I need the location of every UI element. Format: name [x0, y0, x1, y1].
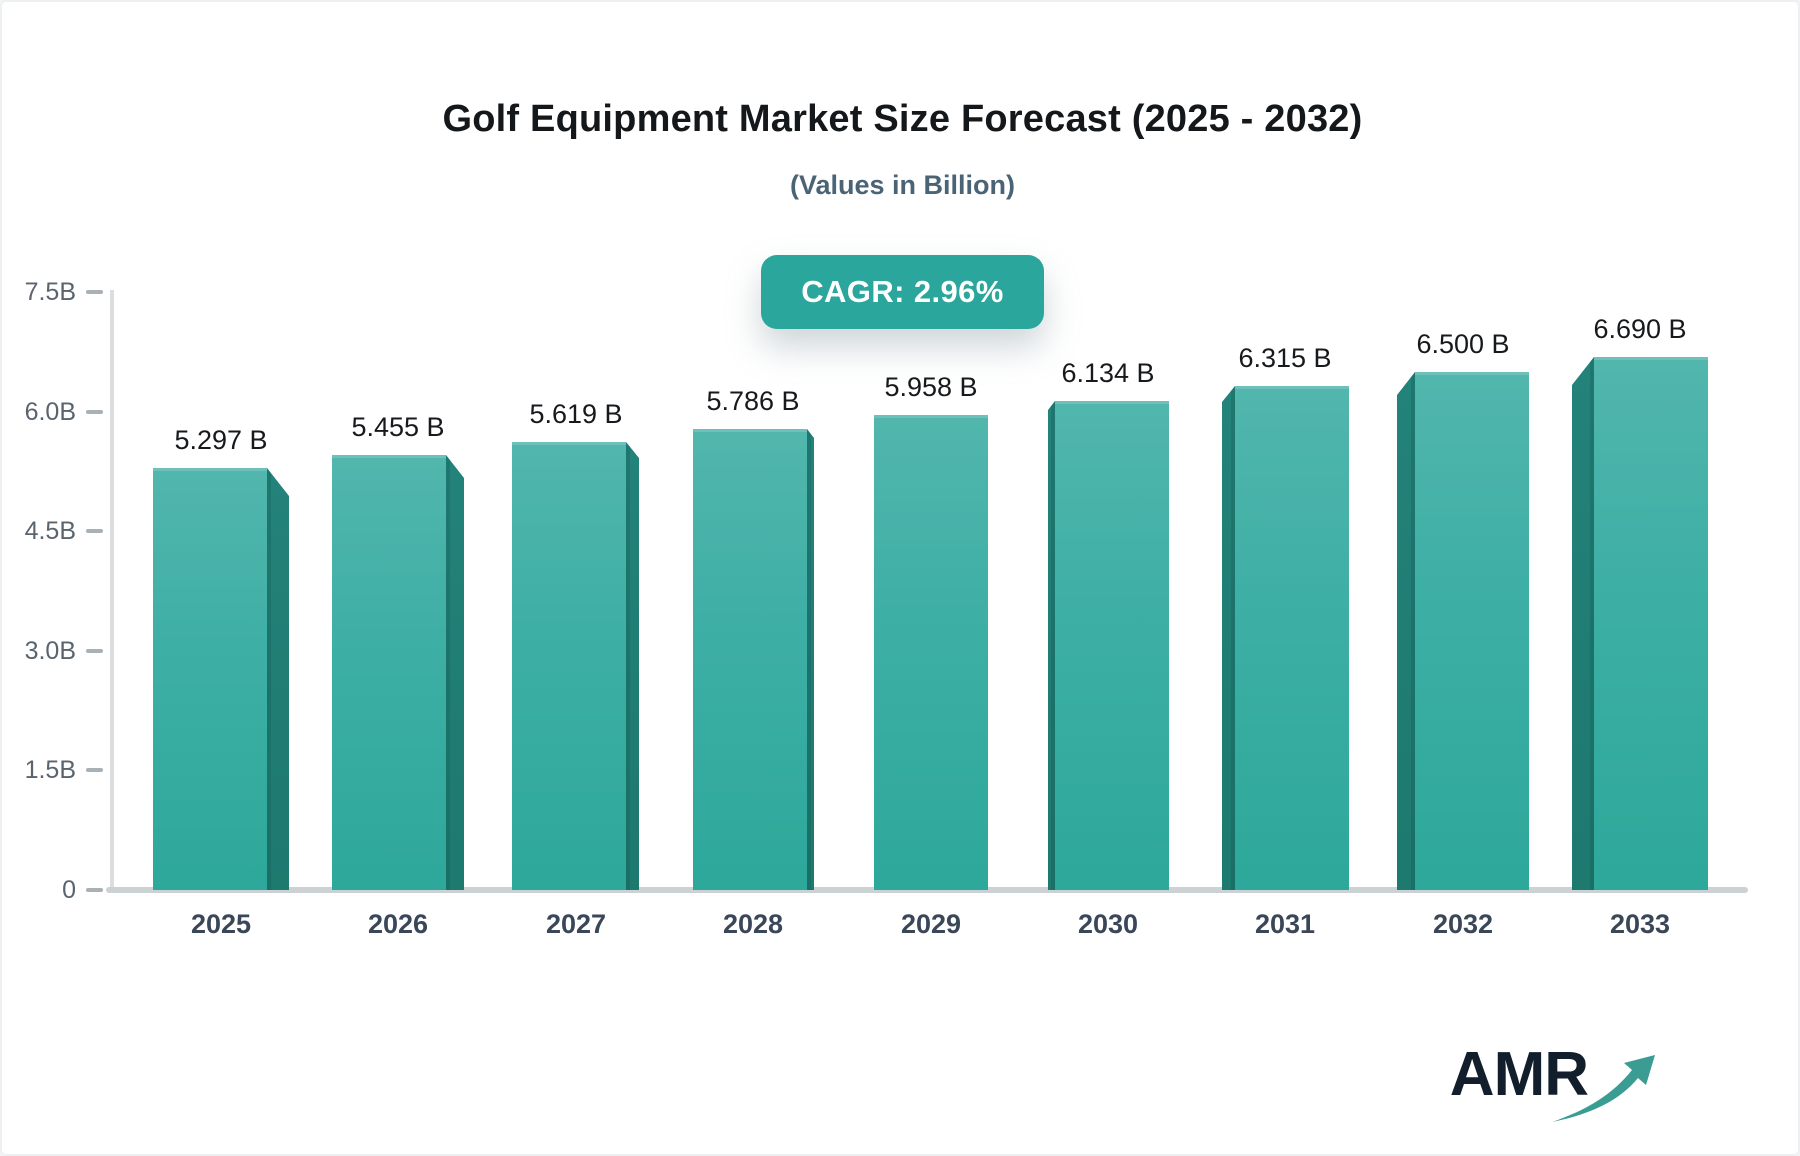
bar-face	[1594, 357, 1708, 890]
bar-side	[1572, 357, 1594, 890]
y-tick-dash	[86, 768, 103, 772]
page-subtitle: (Values in Billion)	[789, 170, 1016, 200]
y-tick-dash	[86, 529, 103, 533]
page-title: Golf Equipment Market Size Forecast (202…	[442, 98, 1363, 140]
x-axis-label: 2027	[545, 909, 607, 939]
x-axis-label: 2032	[1432, 909, 1494, 939]
bar-value-label: 5.786 B	[706, 386, 800, 416]
y-axis-line	[110, 290, 114, 891]
y-tick-dash	[86, 649, 103, 653]
bar-side	[807, 429, 814, 890]
x-axis-label: 2030	[1077, 909, 1139, 939]
y-tick-label: 0	[62, 876, 76, 904]
y-tick-dash	[86, 290, 103, 294]
y-tick-dash	[86, 888, 103, 892]
bar-value-label: 6.315 B	[1238, 343, 1332, 373]
bar-value-label: 5.958 B	[884, 372, 978, 402]
bar-side	[1397, 372, 1415, 890]
bar-face	[1415, 372, 1529, 890]
amr-logo: AMR	[1449, 1034, 1706, 1122]
y-tick-label: 7.5B	[24, 278, 76, 306]
bar-value-label: 6.500 B	[1416, 329, 1510, 359]
bar-face	[153, 468, 267, 890]
x-axis-label: 2031	[1254, 909, 1316, 939]
bar-value-label: 6.690 B	[1593, 314, 1687, 344]
bar-value-label: 5.619 B	[529, 399, 623, 429]
y-tick-dash	[86, 410, 103, 414]
bar-value-label: 5.297 B	[174, 425, 268, 455]
amr-logo-text: AMR	[1449, 1039, 1589, 1109]
bar-face	[332, 455, 446, 890]
bar-face	[1055, 401, 1169, 890]
x-axis-label: 2026	[367, 909, 429, 939]
y-tick-label: 3.0B	[24, 637, 76, 665]
x-axis-label: 2033	[1609, 909, 1671, 939]
x-axis-line	[106, 887, 1748, 893]
y-tick-label: 6.0B	[24, 398, 76, 426]
trend-up-arrow-icon	[1552, 1055, 1655, 1122]
bar-side	[626, 442, 639, 890]
bar-face	[512, 442, 626, 890]
y-tick-label: 1.5B	[24, 756, 76, 784]
x-axis-label: 2025	[190, 909, 252, 939]
bar-side	[1048, 401, 1055, 890]
bar-face	[874, 415, 988, 890]
bar-side	[446, 455, 464, 890]
y-tick-label: 4.5B	[24, 517, 76, 545]
cagr-badge: CAGR: 2.96%	[761, 255, 1044, 329]
bar-side	[267, 468, 289, 890]
bar-value-label: 5.455 B	[351, 412, 445, 442]
bar-value-label: 6.134 B	[1061, 358, 1155, 388]
bar-face	[1235, 386, 1349, 890]
x-axis-label: 2028	[722, 909, 784, 939]
cagr-badge-row: CAGR: 2.96%	[58, 255, 1747, 329]
x-axis-label: 2029	[900, 909, 962, 939]
bar-face	[693, 429, 807, 890]
bar-side	[1222, 386, 1235, 890]
